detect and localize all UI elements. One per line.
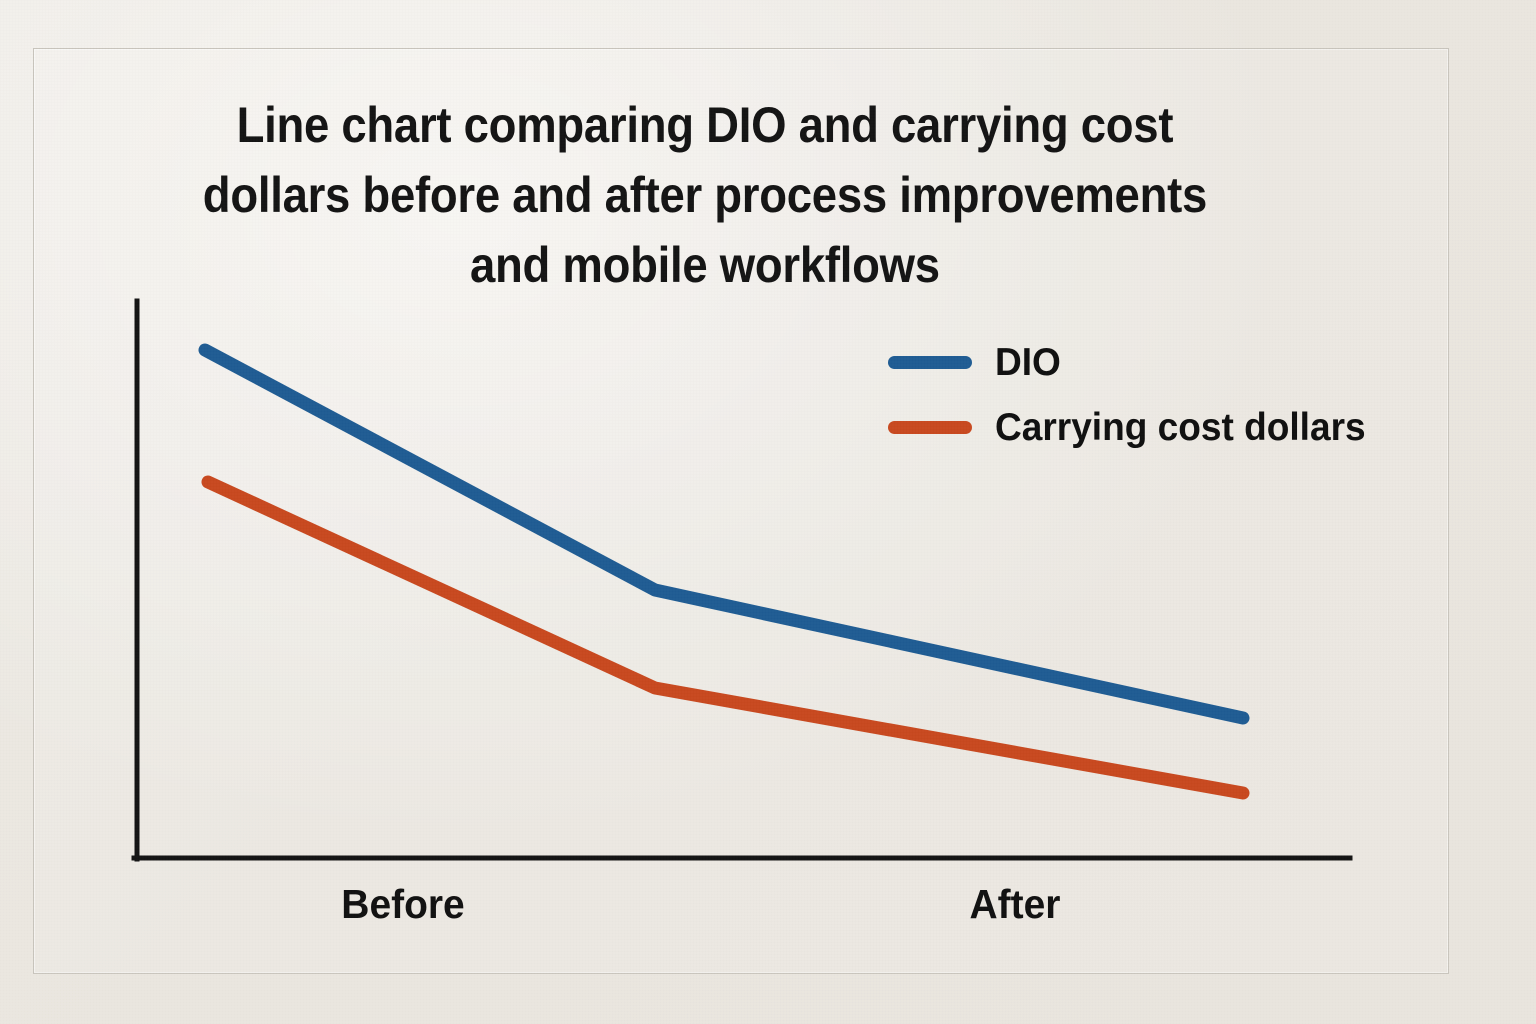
legend-label-dio: DIO bbox=[995, 340, 1061, 384]
legend-item-carrying-cost[interactable]: Carrying cost dollars bbox=[888, 395, 1366, 460]
legend-label-carrying-cost: Carrying cost dollars bbox=[995, 405, 1366, 449]
legend-item-dio[interactable]: DIO bbox=[888, 330, 1358, 395]
chart-legend: DIO Carrying cost dollars bbox=[888, 330, 1366, 460]
series-line-carrying-cost bbox=[201, 475, 1250, 800]
series-line-dio bbox=[198, 343, 1250, 725]
legend-swatch-dio-icon bbox=[888, 356, 972, 369]
chart-title: Line chart comparing DIO and carrying co… bbox=[202, 97, 1220, 293]
x-axis-label-before: Before bbox=[341, 881, 465, 927]
x-axis-label-after: After bbox=[969, 881, 1061, 927]
legend-swatch-carrying-cost-icon bbox=[888, 421, 972, 434]
